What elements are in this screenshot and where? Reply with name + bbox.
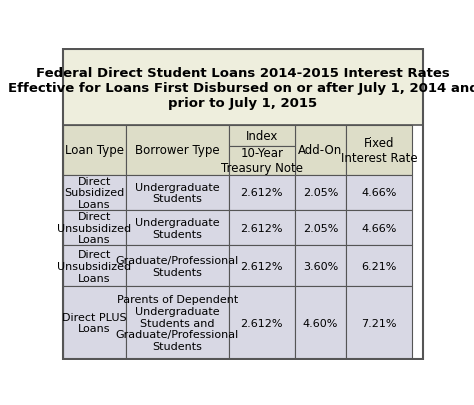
FancyBboxPatch shape [126, 126, 228, 175]
Text: Undergraduate
Students: Undergraduate Students [135, 182, 219, 204]
Text: 4.60%: 4.60% [302, 318, 338, 328]
FancyBboxPatch shape [228, 211, 295, 246]
Text: 2.612%: 2.612% [241, 318, 283, 328]
FancyBboxPatch shape [346, 287, 412, 359]
FancyBboxPatch shape [346, 175, 412, 211]
Text: 7.21%: 7.21% [361, 318, 397, 328]
Text: 2.05%: 2.05% [302, 188, 338, 198]
Text: 10-Year
Treasury Note: 10-Year Treasury Note [221, 147, 303, 175]
FancyBboxPatch shape [228, 287, 295, 359]
Text: 4.66%: 4.66% [361, 223, 397, 233]
FancyBboxPatch shape [126, 211, 228, 246]
FancyBboxPatch shape [346, 211, 412, 246]
FancyBboxPatch shape [63, 50, 423, 126]
FancyBboxPatch shape [126, 175, 228, 211]
FancyBboxPatch shape [63, 246, 126, 287]
FancyBboxPatch shape [295, 175, 346, 211]
FancyBboxPatch shape [63, 211, 126, 246]
FancyBboxPatch shape [126, 246, 228, 287]
Text: Undergraduate
Students: Undergraduate Students [135, 217, 219, 239]
FancyBboxPatch shape [295, 126, 346, 175]
FancyBboxPatch shape [63, 126, 126, 175]
Text: Direct
Unsubsidized
Loans: Direct Unsubsidized Loans [57, 212, 131, 245]
Text: Add-On: Add-On [298, 144, 342, 157]
Text: Index: Index [246, 130, 278, 143]
Text: 6.21%: 6.21% [361, 261, 397, 271]
Text: Federal Direct Student Loans 2014-2015 Interest Rates
Effective for Loans First : Federal Direct Student Loans 2014-2015 I… [8, 66, 474, 109]
Text: Parents of Dependent
Undergraduate
Students and
Graduate/Professional
Students: Parents of Dependent Undergraduate Stude… [116, 295, 239, 351]
FancyBboxPatch shape [295, 287, 346, 359]
Text: Direct
Unsubsidized
Loans: Direct Unsubsidized Loans [57, 250, 131, 283]
FancyBboxPatch shape [228, 126, 295, 147]
Text: Direct
Subsidized
Loans: Direct Subsidized Loans [64, 177, 125, 209]
Text: Direct PLUS
Loans: Direct PLUS Loans [62, 312, 127, 334]
FancyBboxPatch shape [126, 287, 228, 359]
Text: 3.60%: 3.60% [303, 261, 338, 271]
FancyBboxPatch shape [295, 246, 346, 287]
FancyBboxPatch shape [63, 175, 126, 211]
Text: 2.612%: 2.612% [241, 188, 283, 198]
FancyBboxPatch shape [228, 246, 295, 287]
Text: 2.612%: 2.612% [241, 223, 283, 233]
FancyBboxPatch shape [228, 175, 295, 211]
FancyBboxPatch shape [63, 287, 126, 359]
FancyBboxPatch shape [228, 147, 295, 175]
FancyBboxPatch shape [346, 126, 412, 175]
Text: 2.05%: 2.05% [302, 223, 338, 233]
Text: Graduate/Professional
Students: Graduate/Professional Students [116, 256, 239, 277]
Text: Fixed
Interest Rate: Fixed Interest Rate [340, 136, 417, 164]
Text: 2.612%: 2.612% [241, 261, 283, 271]
FancyBboxPatch shape [346, 246, 412, 287]
FancyBboxPatch shape [295, 211, 346, 246]
Text: 4.66%: 4.66% [361, 188, 397, 198]
Text: Borrower Type: Borrower Type [135, 144, 219, 157]
Text: Loan Type: Loan Type [65, 144, 124, 157]
